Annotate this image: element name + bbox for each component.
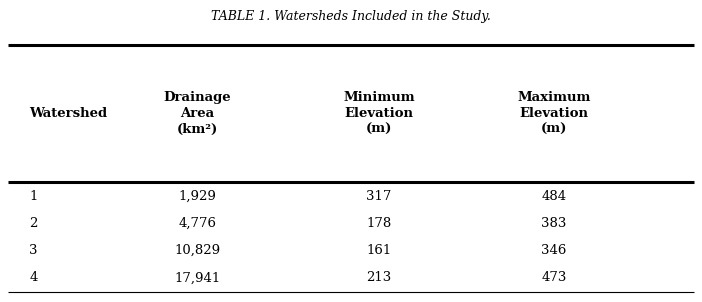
Text: 178: 178 (366, 217, 392, 230)
Text: 10,829: 10,829 (174, 244, 220, 257)
Text: 383: 383 (541, 217, 567, 230)
Text: Maximum
Elevation
(m): Maximum Elevation (m) (517, 91, 590, 136)
Text: Watershed: Watershed (29, 107, 107, 120)
Text: 484: 484 (541, 190, 567, 203)
Text: 161: 161 (366, 244, 392, 257)
Text: 3: 3 (29, 244, 38, 257)
Text: 346: 346 (541, 244, 567, 257)
Text: 2: 2 (29, 217, 38, 230)
Text: 1,929: 1,929 (178, 190, 216, 203)
Text: 317: 317 (366, 190, 392, 203)
Text: 213: 213 (366, 271, 392, 284)
Text: Minimum
Elevation
(m): Minimum Elevation (m) (343, 91, 415, 136)
Text: 4,776: 4,776 (178, 217, 216, 230)
Text: TABLE 1. Watersheds Included in the Study.: TABLE 1. Watersheds Included in the Stud… (211, 10, 491, 23)
Text: 17,941: 17,941 (174, 271, 220, 284)
Text: Drainage
Area
(km²): Drainage Area (km²) (164, 91, 231, 136)
Text: 1: 1 (29, 190, 38, 203)
Text: 473: 473 (541, 271, 567, 284)
Text: 4: 4 (29, 271, 38, 284)
